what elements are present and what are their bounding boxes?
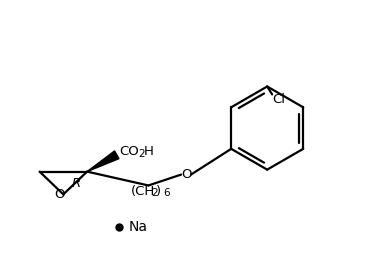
Text: 6: 6: [163, 188, 170, 198]
Text: 2: 2: [151, 188, 158, 198]
Text: CO: CO: [120, 145, 139, 158]
Text: Na: Na: [129, 220, 148, 234]
Polygon shape: [87, 151, 119, 172]
Text: R: R: [71, 177, 80, 190]
Text: 2: 2: [139, 149, 145, 159]
Text: O: O: [54, 188, 65, 201]
Text: O: O: [181, 168, 191, 181]
Text: (CH: (CH: [131, 185, 155, 198]
Text: Cl: Cl: [272, 93, 285, 106]
Text: ): ): [156, 185, 162, 198]
Text: H: H: [144, 145, 154, 158]
